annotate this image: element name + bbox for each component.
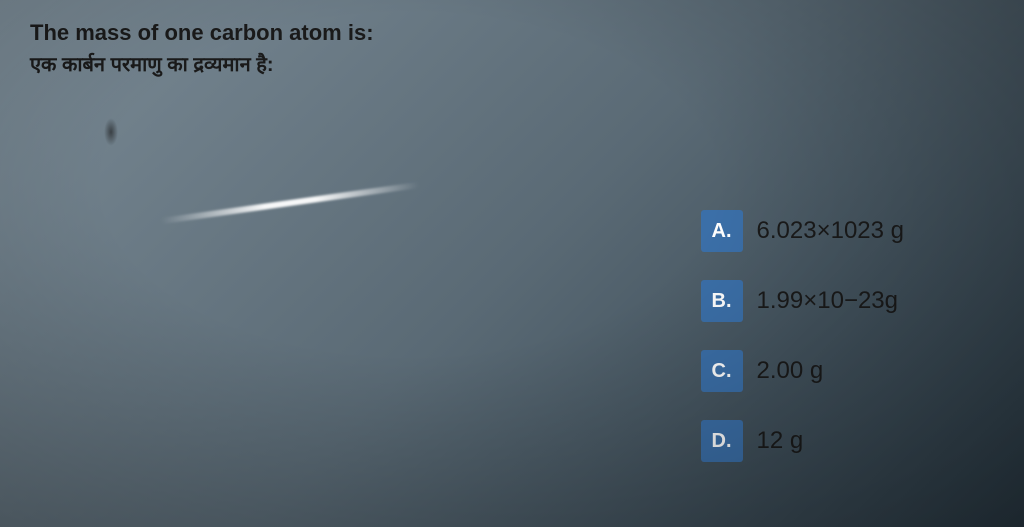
option-b[interactable]: B. 1.99×10−23g	[701, 280, 904, 322]
option-text-a: 6.023×1023 g	[757, 217, 904, 245]
options-list: A. 6.023×1023 g B. 1.99×10−23g C. 2.00 g…	[701, 210, 904, 462]
question-block: The mass of one carbon atom is: एक कार्ब…	[0, 0, 1024, 97]
option-text-d: 12 g	[757, 427, 804, 455]
option-text-b: 1.99×10−23g	[757, 287, 898, 315]
light-streak	[161, 182, 419, 224]
option-a[interactable]: A. 6.023×1023 g	[701, 210, 904, 252]
option-badge-d: D.	[701, 420, 743, 462]
option-d[interactable]: D. 12 g	[701, 420, 904, 462]
option-badge-a: A.	[701, 210, 743, 252]
question-english: The mass of one carbon atom is:	[30, 20, 994, 46]
option-badge-c: C.	[701, 350, 743, 392]
question-hindi: एक कार्बन परमाणु का द्रव्यमान है:	[30, 50, 994, 77]
option-text-c: 2.00 g	[757, 357, 824, 385]
option-badge-b: B.	[701, 280, 743, 322]
smudge-artifact	[104, 118, 118, 146]
option-c[interactable]: C. 2.00 g	[701, 350, 904, 392]
